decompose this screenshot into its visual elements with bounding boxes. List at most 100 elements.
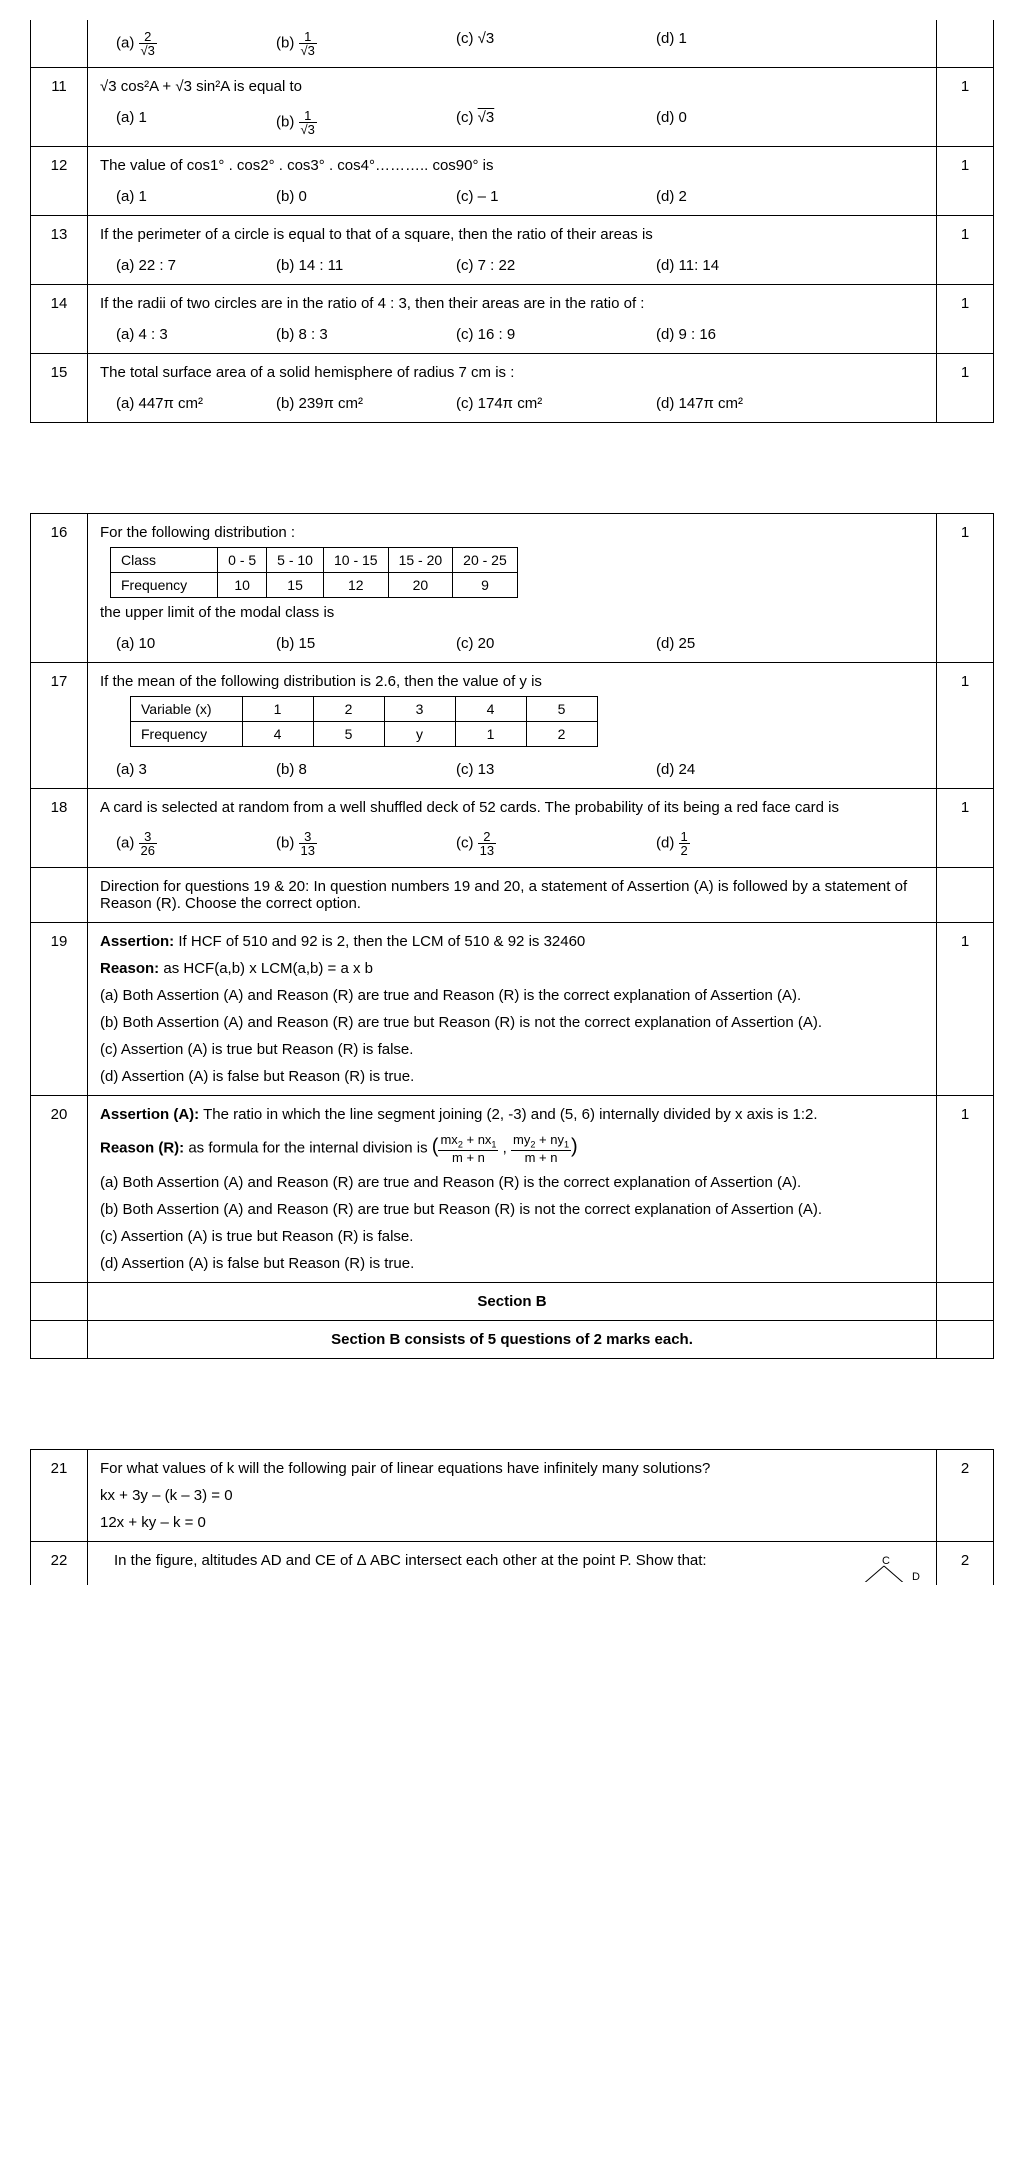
q20-opt-d: (d) Assertion (A) is false but Reason (R…: [100, 1255, 924, 1272]
q19-opt-d: (d) Assertion (A) is false but Reason (R…: [100, 1068, 924, 1085]
secb-num: [31, 1282, 88, 1320]
q16-r2c0: Frequency: [111, 573, 218, 598]
q17-r1c4: 4: [455, 697, 526, 722]
q16-opt-d: (d) 25: [656, 635, 695, 652]
q15-opt-b: (b) 239π cm²: [276, 395, 456, 412]
question-table-2: 16 For the following distribution : Clas…: [30, 513, 994, 1359]
q17-opt-c: (c) 13: [456, 761, 656, 778]
q13-text: If the perimeter of a circle is equal to…: [100, 226, 924, 243]
q13-opt-d: (d) 11: 14: [656, 257, 719, 274]
q16-table: Class0 - 55 - 1010 - 1515 - 2020 - 25 Fr…: [110, 547, 518, 598]
q22-text: In the figure, altitudes AD and CE of Δ …: [100, 1552, 814, 1585]
q20-opt-b: (b) Both Assertion (A) and Reason (R) ar…: [100, 1201, 924, 1218]
q22-num: 22: [31, 1541, 88, 1585]
q17-r2c1: 4: [242, 722, 313, 747]
q18-body: A card is selected at random from a well…: [88, 789, 937, 868]
q22-body: In the figure, altitudes AD and CE of Δ …: [88, 1541, 937, 1585]
q16-r1c4: 15 - 20: [388, 548, 453, 573]
q17-r2c4: 1: [455, 722, 526, 747]
q21-eq2: 12x + ky – k = 0: [100, 1514, 924, 1531]
q12-opt-c: (c) – 1: [456, 188, 656, 205]
q16-opt-c: (c) 20: [456, 635, 656, 652]
q10-marks: [937, 20, 994, 68]
q17-opt-b: (b) 8: [276, 761, 456, 778]
q10-opt-d: (d) 1: [656, 30, 687, 57]
q12-num: 12: [31, 147, 88, 216]
q13-opt-b: (b) 14 : 11: [276, 257, 456, 274]
q22-marks: 2: [937, 1541, 994, 1585]
q20-num: 20: [31, 1096, 88, 1283]
q15-opt-a: (a) 447π cm²: [116, 395, 276, 412]
q12-opt-b: (b) 0: [276, 188, 456, 205]
direction-text: Direction for questions 19 & 20: In ques…: [88, 868, 937, 923]
q16-num: 16: [31, 514, 88, 663]
q11-text: √3 cos²A + √3 sin²A is equal to: [100, 78, 924, 95]
q17-r2c2: 5: [313, 722, 384, 747]
q16-text: For the following distribution :: [100, 524, 924, 541]
q22-figure: CD: [814, 1552, 924, 1585]
q14-marks: 1: [937, 285, 994, 354]
q13-marks: 1: [937, 216, 994, 285]
q16-r2c3: 12: [323, 573, 388, 598]
q11-num: 11: [31, 68, 88, 147]
q14-text: If the radii of two circles are in the r…: [100, 295, 924, 312]
secb-marks: [937, 1282, 994, 1320]
q13-opt-a: (a) 22 : 7: [116, 257, 276, 274]
q16-text2: the upper limit of the modal class is: [100, 604, 924, 621]
q20-reason: Reason (R): as formula for the internal …: [100, 1133, 924, 1164]
q17-r2c0: Frequency: [131, 722, 243, 747]
q12-opt-a: (a) 1: [116, 188, 276, 205]
section-b-sub: Section B consists of 5 questions of 2 m…: [88, 1320, 937, 1358]
q17-opt-d: (d) 24: [656, 761, 695, 778]
q20-opt-a: (a) Both Assertion (A) and Reason (R) ar…: [100, 1174, 924, 1191]
q12-marks: 1: [937, 147, 994, 216]
q17-r1c3: 3: [384, 697, 455, 722]
q15-body: The total surface area of a solid hemisp…: [88, 354, 937, 423]
q17-opt-a: (a) 3: [116, 761, 276, 778]
q21-body: For what values of k will the following …: [88, 1449, 937, 1541]
q21-text: For what values of k will the following …: [100, 1460, 924, 1477]
q19-reason: Reason: as HCF(a,b) x LCM(a,b) = a x b: [100, 960, 924, 977]
q11-opt-d: (d) 0: [656, 109, 687, 136]
q17-num: 17: [31, 663, 88, 789]
q17-r1c1: 1: [242, 697, 313, 722]
q17-marks: 1: [937, 663, 994, 789]
q11-marks: 1: [937, 68, 994, 147]
secb-sub-num: [31, 1320, 88, 1358]
q21-eq1: kx + 3y – (k – 3) = 0: [100, 1487, 924, 1504]
q16-opt-b: (b) 15: [276, 635, 456, 652]
q18-opt-b: (b) 313: [276, 830, 456, 857]
q19-opt-b: (b) Both Assertion (A) and Reason (R) ar…: [100, 1014, 924, 1031]
q16-r1c3: 10 - 15: [323, 548, 388, 573]
q14-opt-b: (b) 8 : 3: [276, 326, 456, 343]
q21-marks: 2: [937, 1449, 994, 1541]
question-table-1: (a) 2√3 (b) 1√3 (c) √3 (d) 1 11 √3 cos²A…: [30, 20, 994, 423]
q19-assertion: Assertion: If HCF of 510 and 92 is 2, th…: [100, 933, 924, 950]
q16-r1c1: 0 - 5: [218, 548, 267, 573]
q10-opt-a: (a) 2√3: [116, 30, 276, 57]
q18-opt-d: (d) 12: [656, 830, 690, 857]
q10-opt-c: (c) √3: [456, 30, 656, 57]
q15-marks: 1: [937, 354, 994, 423]
q16-r2c1: 10: [218, 573, 267, 598]
q11-opt-a: (a) 1: [116, 109, 276, 136]
q11-opt-b: (b) 1√3: [276, 109, 456, 136]
q15-opt-c: (c) 174π cm²: [456, 395, 656, 412]
q15-text: The total surface area of a solid hemisp…: [100, 364, 924, 381]
q19-opt-a: (a) Both Assertion (A) and Reason (R) ar…: [100, 987, 924, 1004]
q13-body: If the perimeter of a circle is equal to…: [88, 216, 937, 285]
q12-body: The value of cos1° . cos2° . cos3° . cos…: [88, 147, 937, 216]
q17-r2c3: y: [384, 722, 455, 747]
q16-marks: 1: [937, 514, 994, 663]
q16-opt-a: (a) 10: [116, 635, 276, 652]
q10-body: (a) 2√3 (b) 1√3 (c) √3 (d) 1: [88, 20, 937, 68]
triangle-icon: CD: [834, 1552, 924, 1582]
q14-opt-a: (a) 4 : 3: [116, 326, 276, 343]
q20-assertion: Assertion (A): The ratio in which the li…: [100, 1106, 924, 1123]
q18-marks: 1: [937, 789, 994, 868]
svg-text:D: D: [912, 1571, 920, 1582]
direction-num: [31, 868, 88, 923]
q14-num: 14: [31, 285, 88, 354]
svg-text:C: C: [882, 1555, 890, 1567]
q20-marks: 1: [937, 1096, 994, 1283]
